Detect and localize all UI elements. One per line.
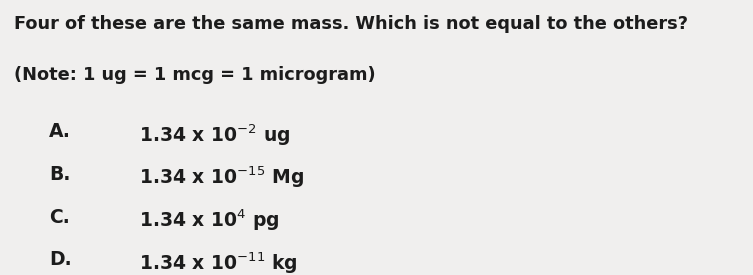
Text: A.: A. [49,122,71,141]
Text: 1.34 x 10$^{4}$ pg: 1.34 x 10$^{4}$ pg [139,208,279,233]
Text: 1.34 x 10$^{-2}$ ug: 1.34 x 10$^{-2}$ ug [139,122,291,148]
Text: D.: D. [49,250,72,269]
Text: C.: C. [49,208,70,227]
Text: Four of these are the same mass. Which is not equal to the others?: Four of these are the same mass. Which i… [14,15,687,33]
Text: B.: B. [49,165,70,184]
Text: (Note: 1 ug = 1 mcg = 1 microgram): (Note: 1 ug = 1 mcg = 1 microgram) [14,66,375,84]
Text: 1.34 x 10$^{-15}$ Mg: 1.34 x 10$^{-15}$ Mg [139,165,304,191]
Text: 1.34 x 10$^{-11}$ kg: 1.34 x 10$^{-11}$ kg [139,250,298,275]
